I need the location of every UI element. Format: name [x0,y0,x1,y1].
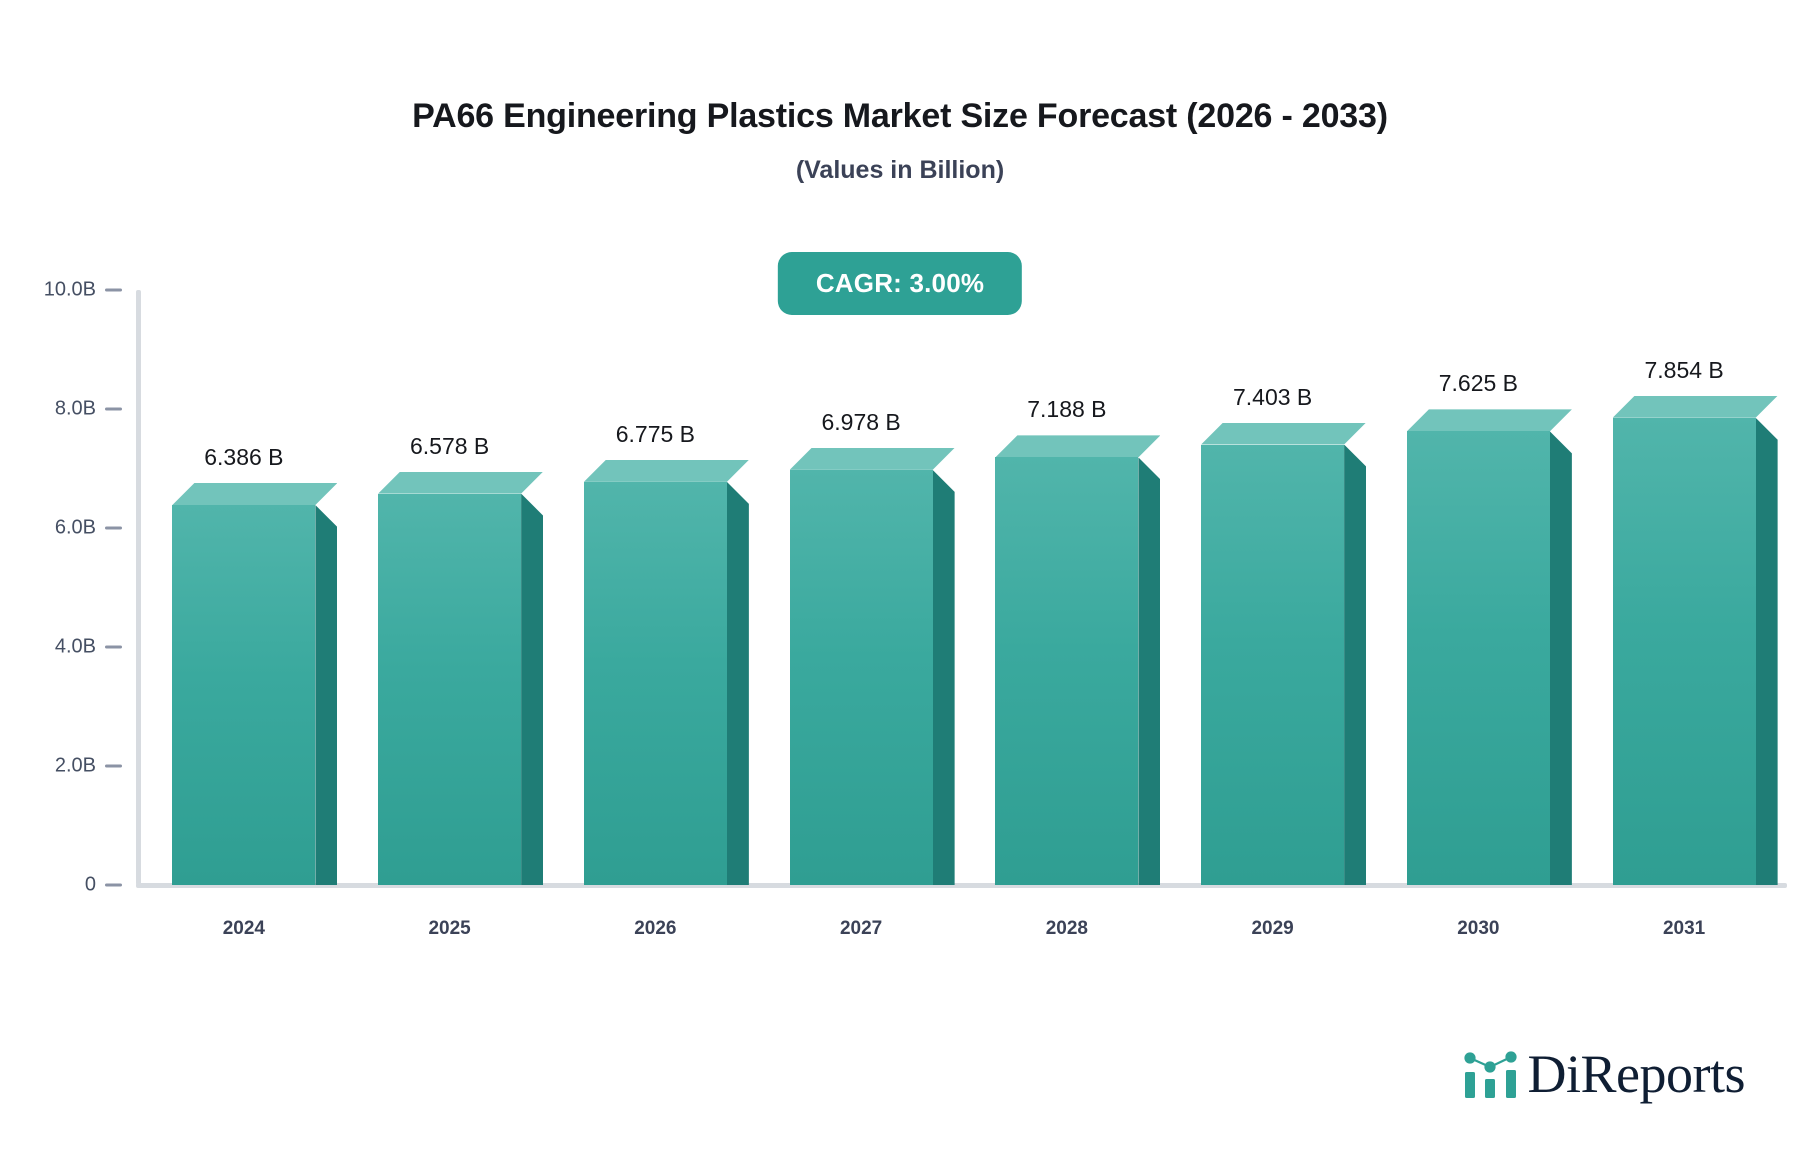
page-title: PA66 Engineering Plastics Market Size Fo… [412,97,1388,135]
bar-value-label: 6.775 B [615,420,696,447]
bar-top-wrapper [995,435,1161,458]
y-axis-tick-label: 4.0B [54,635,96,658]
bar-slot[interactable]: 6.578 B [378,290,544,885]
y-axis-labels: 0 2.0B 4.0B 6.0B 8.0B 10.0B [0,0,130,1156]
bar-top-wrapper [583,459,749,482]
bar-top-wrapper [172,483,338,506]
x-axis-line [136,883,1787,888]
bar-value-label: 6.978 B [821,408,901,435]
bar-slot[interactable]: 7.854 B [1612,290,1778,885]
bar-side-polygon [315,505,338,885]
chart-header: PA66 Engineering Plastics Market Size Fo… [0,96,1800,185]
x-axis-tick-label: 2028 [1045,918,1089,939]
bar-value-label: 7.403 B [1232,383,1313,410]
bar-slot[interactable]: 6.775 B [583,290,749,885]
x-axis-tick-label: 2025 [428,918,471,939]
bar-side-polygon [1549,431,1572,885]
bar-value-label: 6.578 B [409,432,490,459]
bar-depth-wrapper [521,493,544,885]
y-axis-tick-label: 0 [84,873,96,896]
bar-top-wrapper [1201,422,1367,445]
bar-depth-wrapper [1344,444,1367,885]
bars-container: 6.386 B 6.578 B 6.775 B 6.978 B 7.188 B 7.403… [141,290,1787,885]
bar-side-polygon [1138,457,1161,885]
bar-front-face [1612,417,1756,885]
y-axis-tick-mark [105,407,122,411]
bar[interactable] [1201,422,1367,885]
bar-top-polygon [378,471,544,494]
bar-depth-wrapper [1549,431,1572,885]
y-axis-tick-mark [105,526,122,530]
bar-side-polygon [521,493,544,885]
bar-top-wrapper [1406,409,1572,432]
bar-top-wrapper [1612,395,1778,418]
y-axis-tick-mark [105,288,122,292]
x-axis-tick-label: 2030 [1457,918,1500,939]
x-axis-tick-label: 2029 [1251,918,1294,939]
bar-depth-wrapper [1138,457,1161,885]
y-axis-tick-mark [105,645,122,649]
logo-text: DiReports [1527,1044,1746,1104]
bar[interactable] [1612,395,1778,885]
bar-front-face [1406,431,1550,885]
direports-logo: DiReports [1460,1044,1746,1104]
bar-top-wrapper [789,447,955,470]
bar[interactable] [995,435,1161,885]
bar-front-face [995,457,1139,885]
y-axis-tick-mark [105,764,122,768]
bar-top-polygon [1201,422,1367,445]
bar-slot[interactable]: 7.403 B [1201,290,1367,885]
y-axis-tick-label: 2.0B [54,754,96,777]
x-axis-tick-label: 2027 [839,918,883,939]
y-axis-tick-label: 10.0B [43,278,96,301]
bar-front-face [172,505,316,885]
bar-side-polygon [1344,444,1367,885]
bar[interactable] [789,447,955,885]
bar-slot[interactable]: 6.386 B [172,290,338,885]
bar-top-polygon [1612,395,1778,418]
x-axis-tick-label: 2026 [634,918,677,939]
bar-top-polygon [583,459,749,482]
bar-top-polygon [172,483,338,506]
bar[interactable] [1406,409,1572,885]
cagr-badge: CAGR: 3.00% [777,252,1023,315]
bar-side-polygon [932,469,955,885]
x-axis-tick-label: 2031 [1662,918,1706,939]
bar-slot[interactable]: 6.978 B [789,290,955,885]
bar-top-polygon [995,435,1161,458]
bar[interactable] [378,471,544,885]
bar-front-face [378,493,522,885]
bar-depth-wrapper [315,505,338,885]
bar[interactable] [583,459,749,885]
bar-depth-wrapper [932,469,955,885]
bar[interactable] [172,483,338,885]
y-axis-tick-label: 8.0B [54,397,96,420]
bar-chart-logo-icon [1463,1051,1517,1098]
chart-subtitle: (Values in Billion) [795,155,1005,184]
bar-front-face [789,469,933,885]
bar-top-polygon [1406,409,1572,432]
bar-slot[interactable]: 7.188 B [995,290,1161,885]
bar-top-wrapper [378,471,544,494]
y-axis-tick-mark [105,883,122,887]
bar-front-face [583,481,727,885]
bar-front-face [1201,444,1345,885]
bar-slot[interactable]: 7.625 B [1406,290,1572,885]
bar-depth-wrapper [726,481,749,885]
bar-value-label: 7.188 B [1027,396,1107,423]
bar-depth-wrapper [1755,417,1778,885]
bar-value-label: 6.386 B [204,444,284,471]
x-axis-tick-label: 2024 [222,918,266,939]
y-axis-tick-label: 6.0B [54,516,96,539]
y-axis-line [136,290,141,885]
bar-top-polygon [789,447,955,470]
bar-side-polygon [1755,417,1778,885]
bar-side-polygon [726,481,749,885]
bar-value-label: 7.854 B [1644,356,1724,383]
bar-value-label: 7.625 B [1438,370,1519,397]
